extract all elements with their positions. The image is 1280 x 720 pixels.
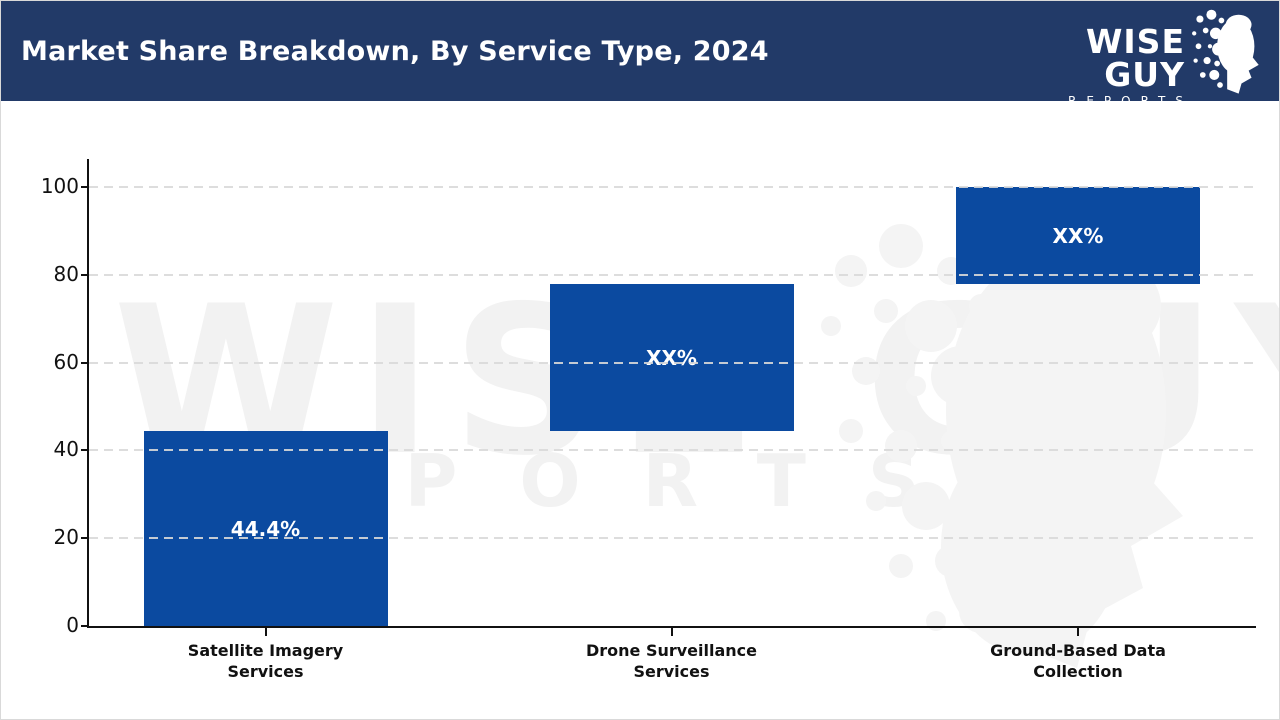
y-tick-label: 20 <box>53 525 79 550</box>
y-tick-mark <box>81 273 89 276</box>
gridline <box>89 537 1256 540</box>
brand-logo-text: WISE GUY REPORTS <box>1013 25 1185 108</box>
y-tick-label: 60 <box>53 349 79 374</box>
x-tick-mark <box>264 628 267 636</box>
gridline <box>89 449 1256 452</box>
x-category-label-line: Collection <box>1033 662 1123 682</box>
waterfall-bar: 44.4% <box>143 431 388 626</box>
x-category-label-line: Satellite Imagery <box>187 641 344 660</box>
brand-subtitle: REPORTS <box>1067 94 1193 108</box>
y-tick-label: 100 <box>40 174 79 198</box>
x-category-label-line: Ground-Based Data <box>990 641 1166 660</box>
waterfall-bar: XX% <box>956 187 1200 285</box>
brand-logo: WISE GUY REPORTS <box>1013 9 1263 108</box>
x-category-label: Drone Surveillance Services <box>532 640 812 682</box>
y-tick-label: 40 <box>53 437 79 462</box>
y-tick-mark <box>81 625 89 627</box>
brand-name: WISE GUY <box>1086 22 1185 94</box>
bar-value-label: 44.4% <box>230 516 301 541</box>
x-category-label-line: Services <box>227 662 304 682</box>
y-tick-label: 80 <box>53 261 79 286</box>
x-tick-mark <box>670 628 673 636</box>
y-tick-label: 0 <box>66 613 79 637</box>
waterfall-bar: XX% <box>549 284 794 432</box>
x-category-label: Satellite Imagery Services <box>126 640 406 682</box>
y-tick-mark <box>81 186 89 188</box>
x-tick-mark <box>1077 628 1079 636</box>
gridline <box>89 361 1256 364</box>
gridline <box>89 273 1256 276</box>
gridline <box>89 186 1256 188</box>
brand-face-icon <box>1192 9 1259 94</box>
header-bar: Market Share Breakdown, By Service Type,… <box>1 1 1279 108</box>
page-title: Market Share Breakdown, By Service Type,… <box>21 35 769 67</box>
y-tick-mark <box>81 361 89 364</box>
y-axis-line <box>87 159 89 628</box>
x-axis-line <box>87 626 1256 628</box>
bar-value-label: XX% <box>1052 223 1104 248</box>
x-category-label-line: Drone Surveillance <box>585 641 758 660</box>
x-category-label: Ground-Based Data Collection <box>938 640 1218 682</box>
x-category-label-line: Services <box>633 662 710 682</box>
y-tick-mark <box>81 537 89 540</box>
bar-value-label: XX% <box>646 345 697 370</box>
y-tick-mark <box>81 449 89 452</box>
